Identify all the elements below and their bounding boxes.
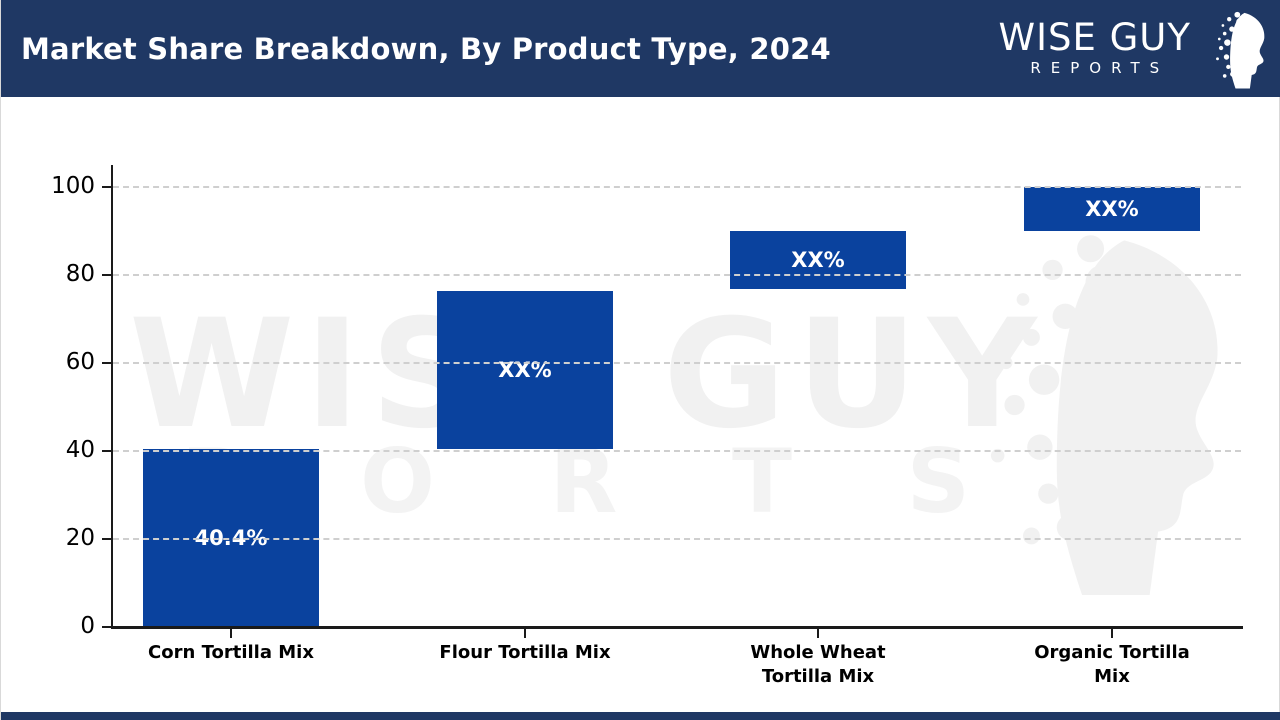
brand-logo: WISE GUY REPORTS (999, 6, 1267, 90)
x-category-label-4: Organic Tortilla Mix (1034, 642, 1190, 688)
gridline-100 (113, 186, 1241, 188)
x-tick-mark-2 (524, 629, 526, 638)
y-tick-label-0: 0 (80, 613, 95, 639)
y-tick-label-100: 100 (51, 173, 95, 199)
y-tick-label-20: 20 (65, 525, 95, 551)
x-axis-line (111, 626, 1243, 629)
bar-segment-4: XX% (1024, 187, 1200, 231)
brand-logo-wiseguy-label: WISE GUY (998, 16, 1191, 60)
bar-segment-2: XX% (437, 290, 613, 450)
brand-face-icon (1216, 11, 1265, 89)
y-tick-mark-60 (102, 362, 111, 364)
y-tick-mark-0 (102, 626, 111, 628)
x-category-label-2: Flour Tortilla Mix (439, 642, 611, 663)
y-tick-mark-80 (102, 274, 111, 276)
y-tick-label-80: 80 (65, 261, 95, 287)
x-category-label-1: Corn Tortilla Mix (148, 642, 314, 663)
gridline-20 (113, 538, 1241, 540)
y-tick-label-60: 60 (65, 349, 95, 375)
y-tick-mark-40 (102, 450, 111, 452)
y-tick-label-40: 40 (65, 437, 95, 463)
y-axis-line (111, 165, 113, 629)
gridline-80 (113, 274, 1241, 276)
y-tick-mark-100 (102, 186, 111, 188)
chart-title: Market Share Breakdown, By Product Type,… (21, 31, 831, 66)
x-tick-mark-1 (230, 629, 232, 638)
gridline-60 (113, 362, 1241, 364)
x-tick-mark-3 (817, 629, 819, 638)
bar-value-label-4: XX% (1085, 197, 1139, 221)
header-bar: Market Share Breakdown, By Product Type,… (1, 0, 1280, 97)
brand-logo-reports-label: REPORTS (1030, 58, 1170, 77)
brand-logo-text: WISE GUY REPORTS (998, 16, 1191, 77)
bar-segment-3: XX% (730, 231, 906, 290)
y-tick-mark-20 (102, 538, 111, 540)
gridline-40 (113, 450, 1241, 452)
footer-bar (1, 712, 1280, 720)
bar-value-label-3: XX% (791, 248, 845, 273)
x-tick-mark-4 (1111, 629, 1113, 638)
watermark-face-icon (990, 235, 1218, 595)
x-category-label-3: Whole Wheat Tortilla Mix (750, 642, 886, 688)
